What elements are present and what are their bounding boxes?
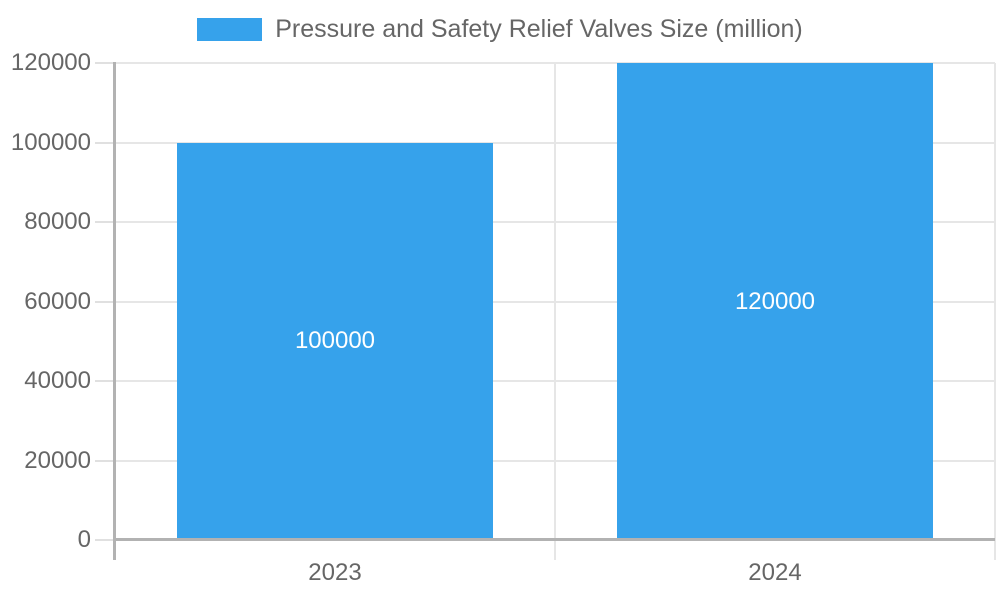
y-tick-label: 80000 xyxy=(24,208,91,235)
y-tick-label: 40000 xyxy=(24,367,91,394)
y-axis-tick-mark xyxy=(95,62,115,64)
bar-value-label: 100000 xyxy=(294,327,376,355)
x-axis-baseline xyxy=(115,538,995,541)
y-axis-tick-mark xyxy=(95,141,115,144)
x-tick-label: 2024 xyxy=(748,559,802,586)
bar-2024[interactable]: 120000 xyxy=(616,63,934,540)
y-tick-label: 60000 xyxy=(24,287,91,315)
y-axis-tick-mark xyxy=(95,380,115,382)
y-axis-tick-mark xyxy=(95,459,115,462)
bar-2023[interactable]: 100000 xyxy=(176,142,494,540)
y-axis-tick-mark xyxy=(95,221,115,223)
y-tick-label: 0 xyxy=(77,526,91,553)
legend-label: Pressure and Safety Relief Valves Size (… xyxy=(275,15,803,43)
legend-swatch xyxy=(197,17,263,41)
x-tick-label: 2023 xyxy=(308,559,362,586)
y-axis-tick-mark xyxy=(95,300,115,303)
y-tick-label: 120000 xyxy=(10,49,91,76)
category-boundary-gridline xyxy=(554,63,556,560)
y-tick-label: 100000 xyxy=(10,128,91,156)
chart-legend[interactable]: Pressure and Safety Relief Valves Size (… xyxy=(0,14,1000,44)
category-boundary-gridline xyxy=(994,63,996,560)
y-axis-tick-mark xyxy=(95,539,115,541)
bar-value-label: 120000 xyxy=(734,287,816,315)
y-tick-label: 20000 xyxy=(24,446,91,474)
y-axis-line xyxy=(113,62,116,560)
